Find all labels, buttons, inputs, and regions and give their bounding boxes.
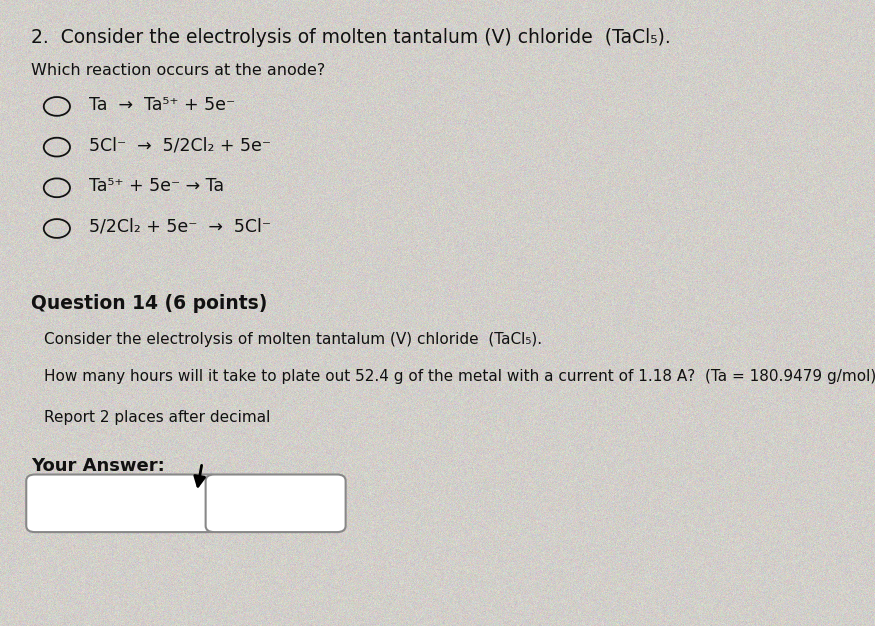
Text: Consider the electrolysis of molten tantalum (V) chloride  (TaCl₅).: Consider the electrolysis of molten tant…	[44, 332, 542, 347]
Text: Ta  →  Ta⁵⁺ + 5e⁻: Ta → Ta⁵⁺ + 5e⁻	[89, 96, 235, 113]
FancyBboxPatch shape	[206, 475, 346, 532]
Text: 5/2Cl₂ + 5e⁻  →  5Cl⁻: 5/2Cl₂ + 5e⁻ → 5Cl⁻	[89, 218, 271, 235]
FancyBboxPatch shape	[26, 475, 219, 532]
Text: Ta⁵⁺ + 5e⁻ → Ta: Ta⁵⁺ + 5e⁻ → Ta	[89, 177, 224, 195]
Text: Question 14 (6 points): Question 14 (6 points)	[31, 294, 267, 313]
Text: Which reaction occurs at the anode?: Which reaction occurs at the anode?	[31, 63, 325, 78]
Text: Your Answer:: Your Answer:	[31, 457, 164, 475]
Text: 5Cl⁻  →  5/2Cl₂ + 5e⁻: 5Cl⁻ → 5/2Cl₂ + 5e⁻	[89, 136, 271, 154]
Text: Report 2 places after decimal: Report 2 places after decimal	[44, 410, 270, 425]
Text: How many hours will it take to plate out 52.4 g of the metal with a current of 1: How many hours will it take to plate out…	[44, 369, 875, 384]
Text: 2.  Consider the electrolysis of molten tantalum (V) chloride  (TaCl₅).: 2. Consider the electrolysis of molten t…	[31, 28, 670, 47]
